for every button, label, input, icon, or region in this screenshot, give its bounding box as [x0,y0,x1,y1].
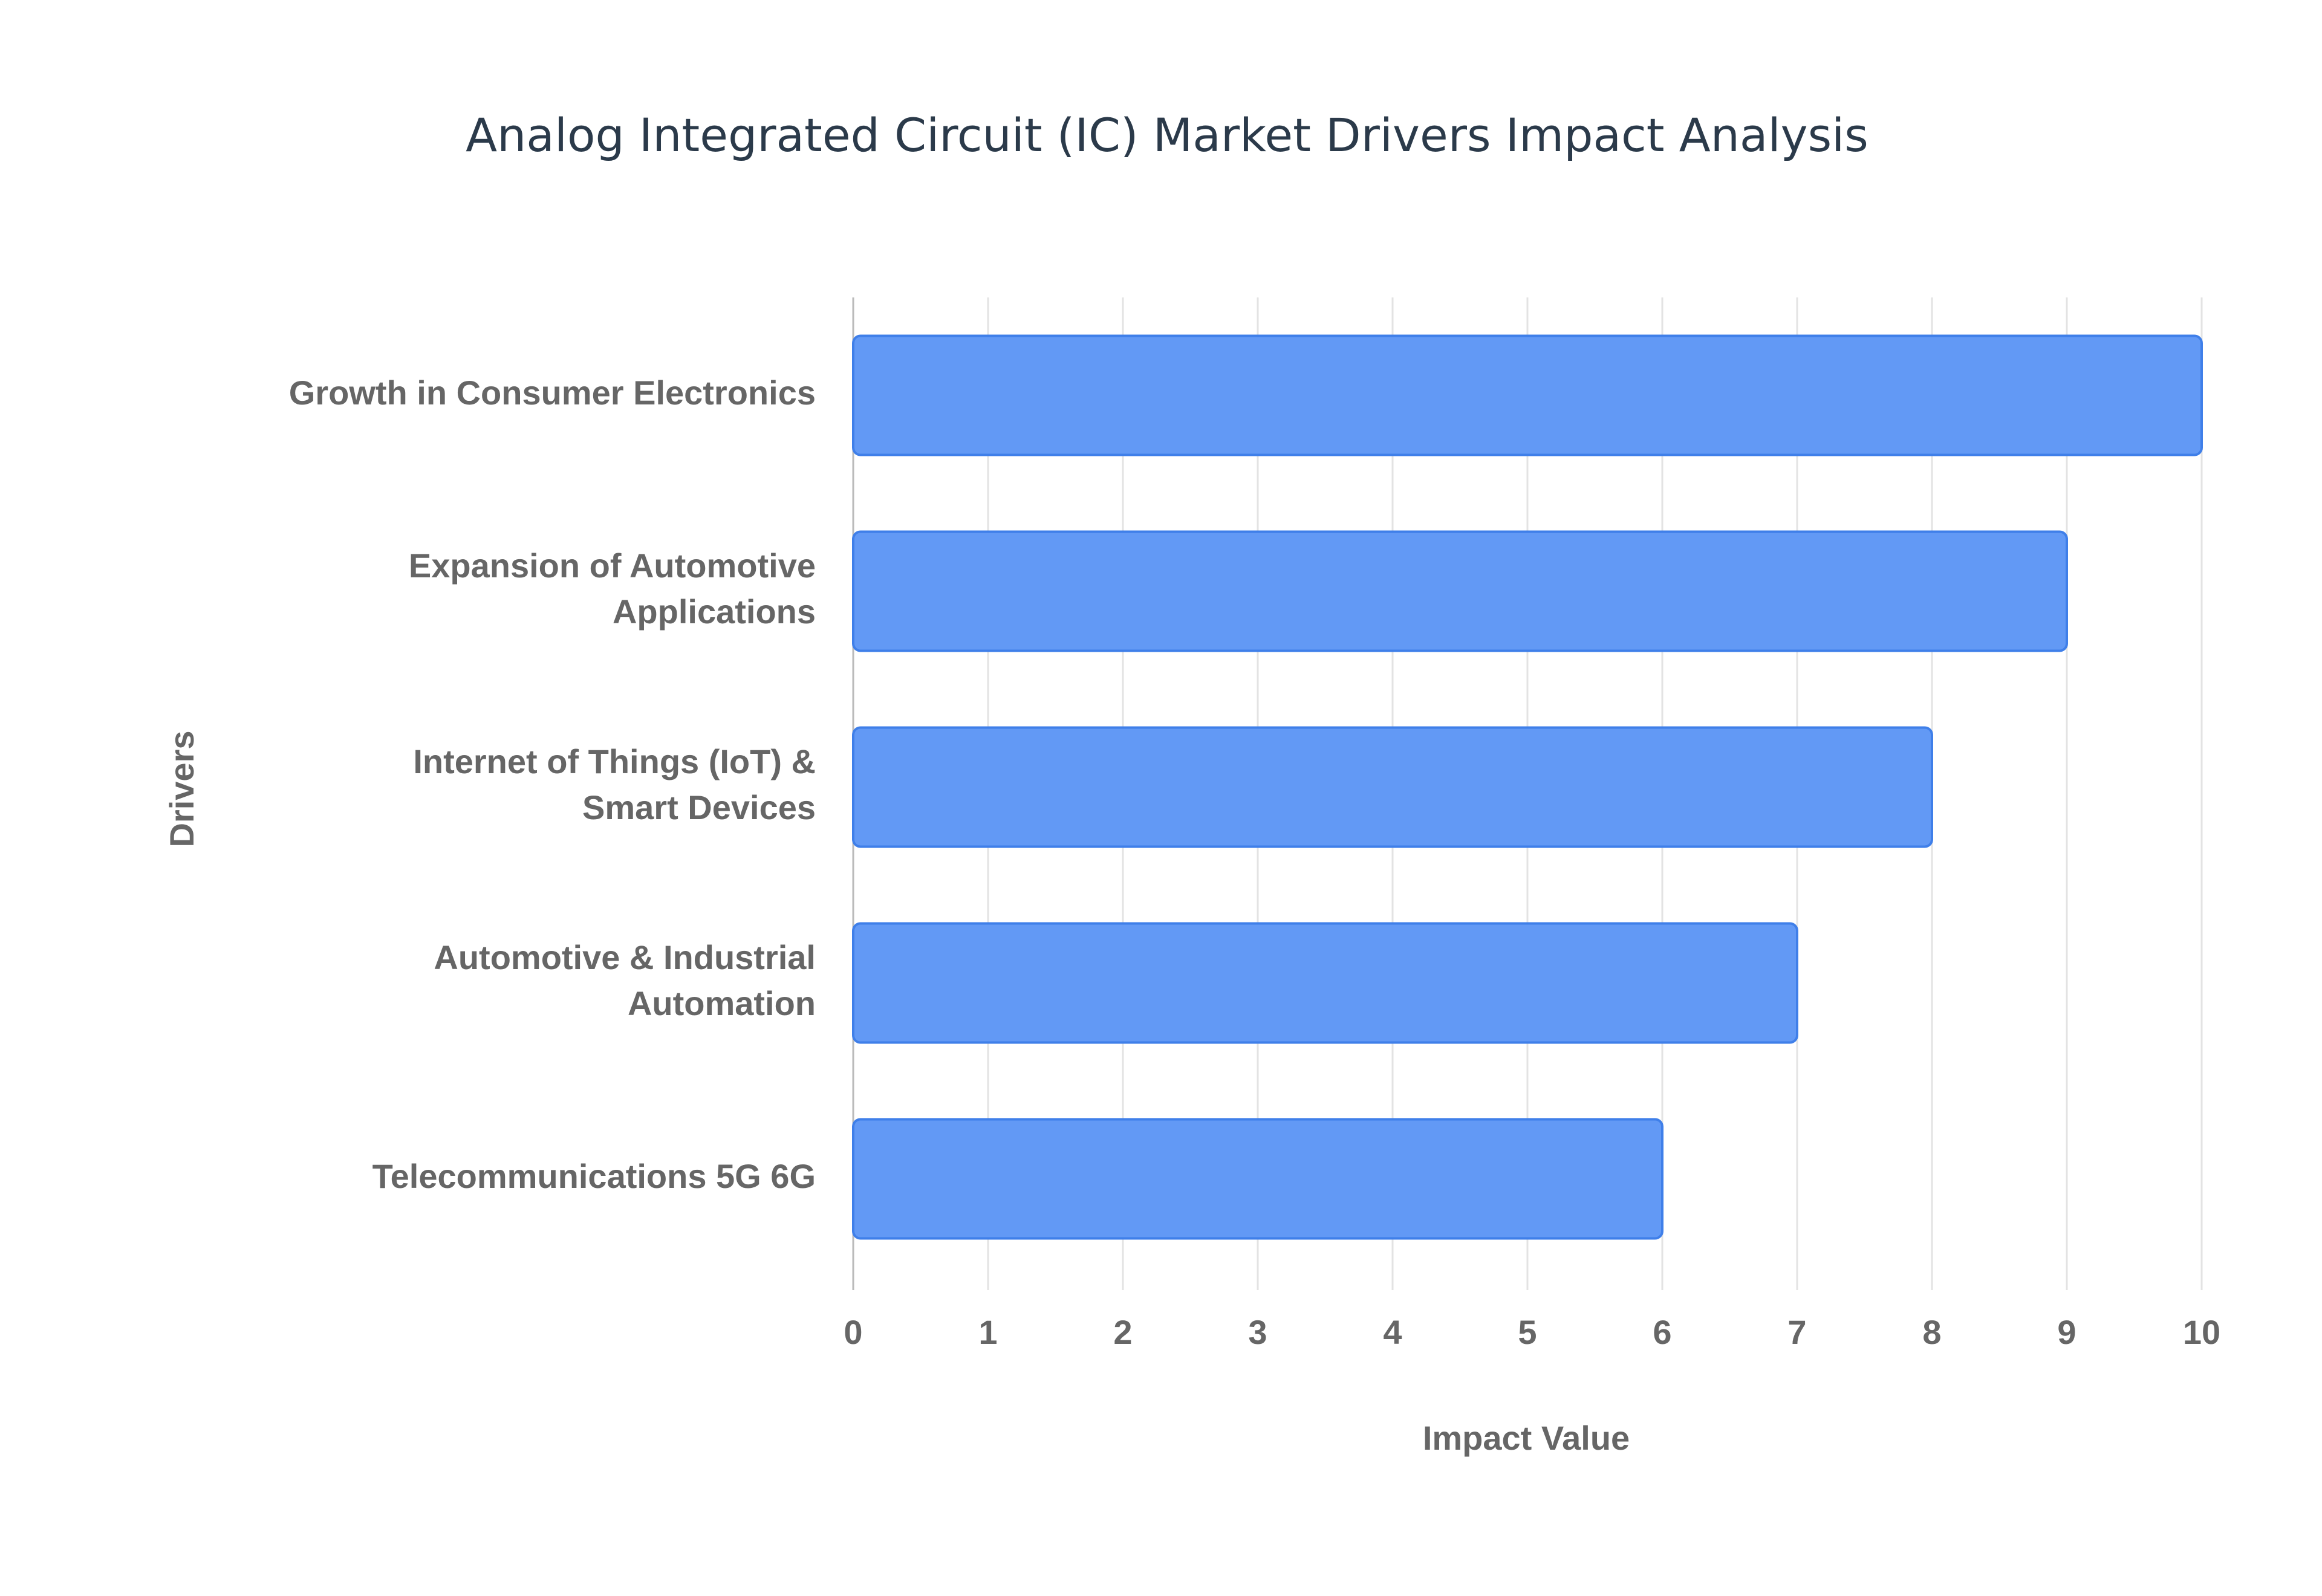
x-tick-label: 0 [844,1313,862,1351]
y-tick-label: Growth in Consumer Electronics [289,374,816,412]
bar [852,726,1933,848]
x-tick-label: 5 [1518,1313,1537,1351]
x-tick-label: 3 [1248,1313,1267,1351]
bar [852,530,2068,652]
y-axis-title: Drivers [163,730,201,847]
chart-title: Analog Integrated Circuit (IC) Market Dr… [466,108,1868,162]
x-tick-label: 2 [1113,1313,1132,1351]
x-tick-label: 7 [1787,1313,1806,1351]
y-tick-label: Automotive & Industrial Automation [434,938,816,1022]
bar [852,922,1798,1044]
x-tick-label: 8 [1922,1313,1941,1351]
y-tick-label: Expansion of Automotive Applications [409,547,816,631]
bar [852,1118,1663,1240]
x-tick-label: 1 [978,1313,997,1351]
y-tick-label: Internet of Things (IoT) & Smart Devices [413,742,816,826]
x-tick-label: 6 [1653,1313,1671,1351]
x-tick-label: 4 [1383,1313,1402,1351]
bar [852,334,2203,456]
x-axis-title: Impact Value [1423,1419,1630,1457]
y-tick-label: Telecommunications 5G 6G [372,1157,816,1195]
x-tick-label: 10 [2183,1313,2220,1351]
x-tick-label: 9 [2057,1313,2076,1351]
